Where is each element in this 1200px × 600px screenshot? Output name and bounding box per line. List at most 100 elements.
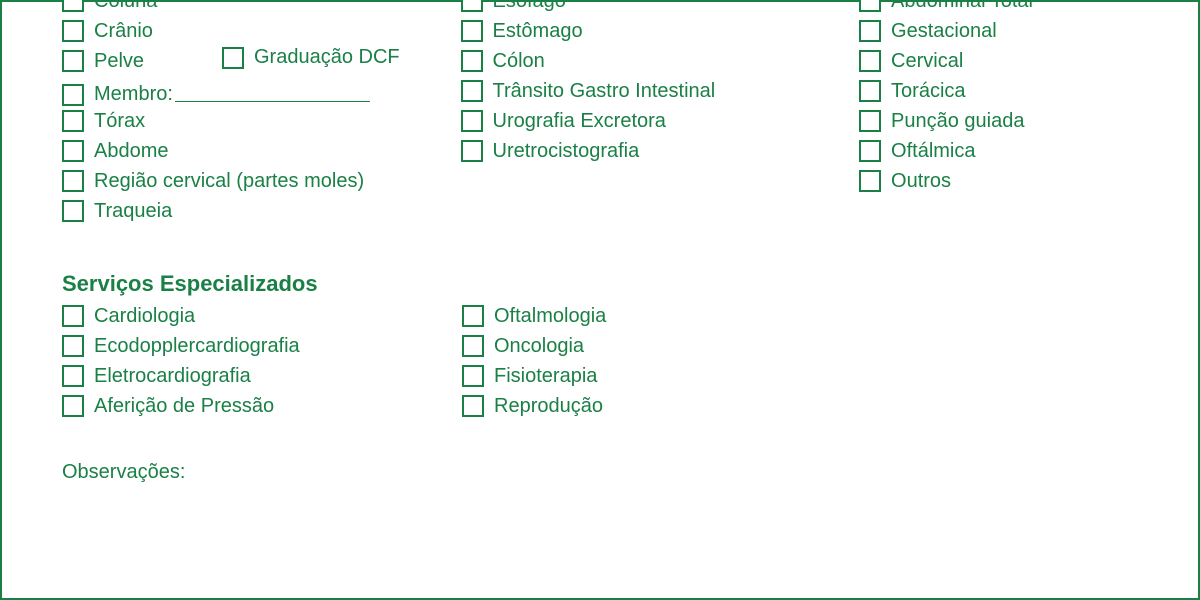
checkbox-outros[interactable]: [859, 170, 881, 192]
checkbox-item: Oftalmologia: [462, 301, 862, 331]
checkbox-abdominal-total[interactable]: [859, 0, 881, 12]
checkbox-item: Esôfago: [461, 0, 860, 16]
checkbox-urografia[interactable]: [461, 110, 483, 132]
label-uretrocistografia: Uretrocistografia: [493, 140, 640, 163]
checkbox-gestacional[interactable]: [859, 20, 881, 42]
label-abdominal-total: Abdominal Total: [891, 0, 1033, 13]
exam-column-1: Coluna Crânio Pelve Membro: Tórax Ab: [62, 0, 461, 226]
checkbox-item: Uretrocistografia: [461, 136, 860, 166]
membro-input-line[interactable]: [175, 101, 370, 102]
label-oftalmica: Oftálmica: [891, 140, 975, 163]
label-membro: Membro:: [94, 83, 173, 106]
label-cranio: Crânio: [94, 20, 153, 43]
medical-form: Coluna Crânio Pelve Membro: Tórax Ab: [2, 0, 1198, 494]
checkbox-cranio[interactable]: [62, 20, 84, 42]
checkbox-regiao-cervical[interactable]: [62, 170, 84, 192]
checkbox-item: Eletrocardiografia: [62, 361, 462, 391]
checkbox-ecodoppler[interactable]: [62, 335, 84, 357]
section-title-servicos: Serviços Especializados: [62, 271, 1138, 297]
checkbox-item: Torácica: [859, 76, 1138, 106]
checkbox-item: Traqueia: [62, 196, 461, 226]
servicos-column-1: Cardiologia Ecodopplercardiografia Eletr…: [62, 301, 462, 421]
checkbox-item: Fisioterapia: [462, 361, 862, 391]
servicos-column-2: Oftalmologia Oncologia Fisioterapia Repr…: [462, 301, 862, 421]
checkbox-item: Oftálmica: [859, 136, 1138, 166]
label-colon: Cólon: [493, 50, 545, 73]
checkbox-item-membro: Membro:: [62, 76, 461, 106]
label-oncologia: Oncologia: [494, 335, 584, 358]
checkbox-graduacao-dcf[interactable]: [222, 47, 244, 69]
label-toracica: Torácica: [891, 80, 965, 103]
checkbox-item: Oncologia: [462, 331, 862, 361]
label-cardiologia: Cardiologia: [94, 305, 195, 328]
checkbox-torax[interactable]: [62, 110, 84, 132]
checkbox-item: Cardiologia: [62, 301, 462, 331]
checkbox-abdome[interactable]: [62, 140, 84, 162]
exam-column-2: Esôfago Estômago Cólon Trânsito Gastro I…: [461, 0, 860, 226]
checkbox-eletrocardiografia[interactable]: [62, 365, 84, 387]
label-torax: Tórax: [94, 110, 145, 133]
checkbox-coluna[interactable]: [62, 0, 84, 12]
checkbox-item: Estômago: [461, 16, 860, 46]
checkbox-membro[interactable]: [62, 84, 84, 106]
label-fisioterapia: Fisioterapia: [494, 365, 597, 388]
label-puncao-guiada: Punção guiada: [891, 110, 1024, 133]
checkbox-item: Outros: [859, 166, 1138, 196]
checkbox-item: Região cervical (partes moles): [62, 166, 461, 196]
checkbox-toracica[interactable]: [859, 80, 881, 102]
checkbox-cervical[interactable]: [859, 50, 881, 72]
checkbox-esofago[interactable]: [461, 0, 483, 12]
label-reproducao: Reprodução: [494, 395, 603, 418]
checkbox-item: Cervical: [859, 46, 1138, 76]
label-eletrocardiografia: Eletrocardiografia: [94, 365, 251, 388]
checkbox-oncologia[interactable]: [462, 335, 484, 357]
label-gestacional: Gestacional: [891, 20, 997, 43]
label-esofago: Esôfago: [493, 0, 566, 13]
label-urografia: Urografia Excretora: [493, 110, 666, 133]
label-regiao-cervical: Região cervical (partes moles): [94, 170, 364, 193]
graduacao-dcf-item: Graduação DCF: [222, 46, 400, 69]
checkbox-fisioterapia[interactable]: [462, 365, 484, 387]
label-pelve: Pelve: [94, 50, 144, 73]
checkbox-item: Coluna: [62, 0, 461, 16]
label-cervical: Cervical: [891, 50, 963, 73]
label-coluna: Coluna: [94, 0, 157, 13]
label-outros: Outros: [891, 170, 951, 193]
checkbox-afericao-pressao[interactable]: [62, 395, 84, 417]
checkbox-item: Aferição de Pressão: [62, 391, 462, 421]
label-ecodoppler: Ecodopplercardiografia: [94, 335, 300, 358]
exams-section: Coluna Crânio Pelve Membro: Tórax Ab: [62, 0, 1138, 226]
checkbox-oftalmologia[interactable]: [462, 305, 484, 327]
label-transito: Trânsito Gastro Intestinal: [493, 80, 716, 103]
exam-column-3: Abdominal Total Gestacional Cervical Tor…: [859, 0, 1138, 226]
checkbox-pelve[interactable]: [62, 50, 84, 72]
label-abdome: Abdome: [94, 140, 169, 163]
checkbox-item: Crânio: [62, 16, 461, 46]
checkbox-item: Reprodução: [462, 391, 862, 421]
checkbox-uretrocistografia[interactable]: [461, 140, 483, 162]
checkbox-item: Tórax: [62, 106, 461, 136]
checkbox-item: Trânsito Gastro Intestinal: [461, 76, 860, 106]
checkbox-reproducao[interactable]: [462, 395, 484, 417]
label-estomago: Estômago: [493, 20, 583, 43]
checkbox-item: Gestacional: [859, 16, 1138, 46]
checkbox-puncao-guiada[interactable]: [859, 110, 881, 132]
observacoes-label: Observações:: [62, 461, 1138, 484]
checkbox-item: Abdominal Total: [859, 0, 1138, 16]
checkbox-item: Cólon: [461, 46, 860, 76]
checkbox-traqueia[interactable]: [62, 200, 84, 222]
checkbox-item: Ecodopplercardiografia: [62, 331, 462, 361]
label-graduacao-dcf: Graduação DCF: [254, 46, 400, 69]
checkbox-estomago[interactable]: [461, 20, 483, 42]
label-traqueia: Traqueia: [94, 200, 172, 223]
servicos-section: Cardiologia Ecodopplercardiografia Eletr…: [62, 301, 1138, 421]
checkbox-cardiologia[interactable]: [62, 305, 84, 327]
label-afericao-pressao: Aferição de Pressão: [94, 395, 274, 418]
checkbox-oftalmica[interactable]: [859, 140, 881, 162]
checkbox-item: Urografia Excretora: [461, 106, 860, 136]
checkbox-colon[interactable]: [461, 50, 483, 72]
label-oftalmologia: Oftalmologia: [494, 305, 606, 328]
checkbox-item: Abdome: [62, 136, 461, 166]
checkbox-transito[interactable]: [461, 80, 483, 102]
checkbox-item: Punção guiada: [859, 106, 1138, 136]
